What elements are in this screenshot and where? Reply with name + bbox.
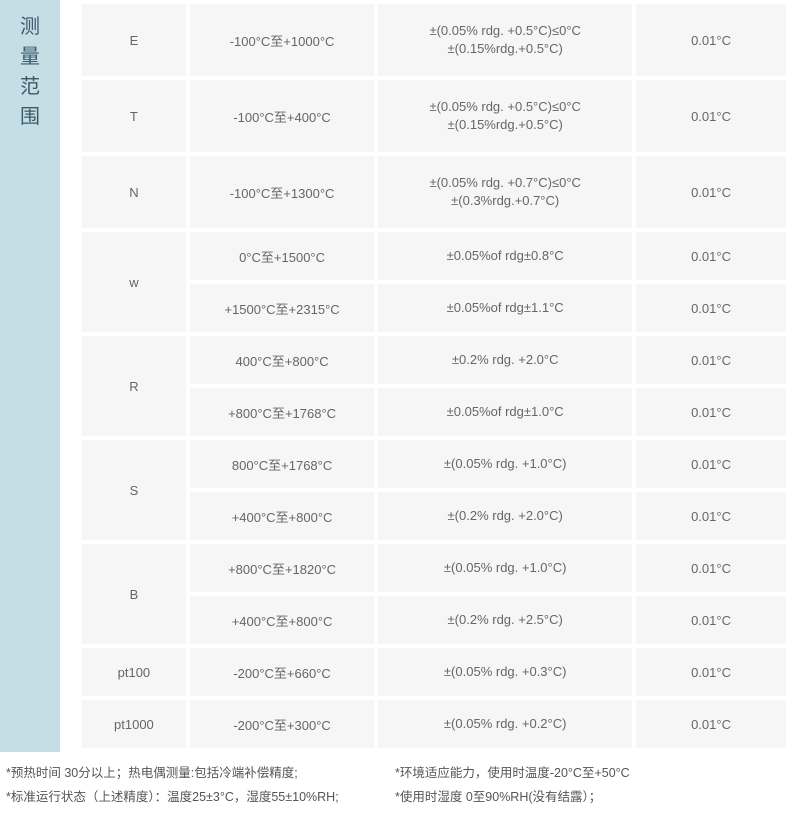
cell-res: 0.01°C	[636, 284, 786, 332]
accuracy-l1: ±(0.05% rdg. +0.5°C)≤0°C	[384, 98, 626, 116]
cell-sensor: S	[82, 440, 186, 540]
cell-sensor: B	[82, 544, 186, 644]
cell-accuracy: ±0.05%of rdg±1.1°C	[378, 284, 632, 332]
notes-right: *环境适应能力，使用时温度-20°C至+50°C *使用时湿度 0至90%RH(…	[395, 762, 784, 810]
cell-range: +400°C至+800°C	[190, 596, 375, 644]
cell-accuracy: ±(0.2% rdg. +2.5°C)	[378, 596, 632, 644]
side-label: 测 量 范 围	[0, 0, 60, 752]
table-row: B +800°C至+1820°C ±(0.05% rdg. +1.0°C) 0.…	[82, 544, 786, 592]
cell-range: 0°C至+1500°C	[190, 232, 375, 280]
footnotes: *预热时间 30分以上；热电偶测量:包括冷端补偿精度; *标准运行状态（上述精度…	[0, 752, 790, 816]
cell-res: 0.01°C	[636, 700, 786, 748]
spec-table: E -100°C至+1000°C ±(0.05% rdg. +0.5°C)≤0°…	[78, 0, 790, 752]
note-line: *预热时间 30分以上；热电偶测量:包括冷端补偿精度;	[6, 762, 395, 786]
cell-range: 400°C至+800°C	[190, 336, 375, 384]
cell-sensor: E	[82, 4, 186, 76]
cell-res: 0.01°C	[636, 648, 786, 696]
cell-res: 0.01°C	[636, 388, 786, 436]
table-row: E -100°C至+1000°C ±(0.05% rdg. +0.5°C)≤0°…	[82, 4, 786, 76]
cell-res: 0.01°C	[636, 596, 786, 644]
cell-res: 0.01°C	[636, 492, 786, 540]
table-row: w 0°C至+1500°C ±0.05%of rdg±0.8°C 0.01°C	[82, 232, 786, 280]
cell-accuracy: ±0.05%of rdg±1.0°C	[378, 388, 632, 436]
cell-accuracy: ±0.05%of rdg±0.8°C	[378, 232, 632, 280]
cell-range: 800°C至+1768°C	[190, 440, 375, 488]
cell-res: 0.01°C	[636, 336, 786, 384]
table-row: +400°C至+800°C ±(0.2% rdg. +2.0°C) 0.01°C	[82, 492, 786, 540]
cell-range: -200°C至+660°C	[190, 648, 375, 696]
cell-range: -100°C至+400°C	[190, 80, 375, 152]
cell-range: +1500°C至+2315°C	[190, 284, 375, 332]
table-row: S 800°C至+1768°C ±(0.05% rdg. +1.0°C) 0.0…	[82, 440, 786, 488]
cell-accuracy: ±(0.05% rdg. +0.5°C)≤0°C ±(0.15%rdg.+0.5…	[378, 80, 632, 152]
main-container: 测 量 范 围 E -100°C至+1000°C ±(0.05% rdg. +0…	[0, 0, 790, 752]
table-row: +800°C至+1768°C ±0.05%of rdg±1.0°C 0.01°C	[82, 388, 786, 436]
cell-res: 0.01°C	[636, 4, 786, 76]
cell-sensor: pt100	[82, 648, 186, 696]
cell-range: +800°C至+1768°C	[190, 388, 375, 436]
table-row: +1500°C至+2315°C ±0.05%of rdg±1.1°C 0.01°…	[82, 284, 786, 332]
cell-accuracy: ±(0.05% rdg. +0.2°C)	[378, 700, 632, 748]
cell-range: +400°C至+800°C	[190, 492, 375, 540]
cell-res: 0.01°C	[636, 232, 786, 280]
accuracy-l1: ±(0.05% rdg. +0.5°C)≤0°C	[384, 22, 626, 40]
cell-accuracy: ±0.2% rdg. +2.0°C	[378, 336, 632, 384]
side-char-4: 围	[20, 102, 40, 132]
cell-res: 0.01°C	[636, 80, 786, 152]
side-char-3: 范	[20, 72, 40, 102]
cell-sensor: T	[82, 80, 186, 152]
cell-range: +800°C至+1820°C	[190, 544, 375, 592]
cell-range: -100°C至+1000°C	[190, 4, 375, 76]
cell-res: 0.01°C	[636, 156, 786, 228]
table-row: N -100°C至+1300°C ±(0.05% rdg. +0.7°C)≤0°…	[82, 156, 786, 228]
cell-sensor: w	[82, 232, 186, 332]
accuracy-l1: ±(0.05% rdg. +0.7°C)≤0°C	[384, 174, 626, 192]
side-char-2: 量	[20, 42, 40, 72]
note-line: *标准运行状态（上述精度）：温度25±3°C，湿度55±10%RH;	[6, 786, 395, 810]
accuracy-l2: ±(0.15%rdg.+0.5°C)	[384, 116, 626, 134]
cell-sensor: N	[82, 156, 186, 228]
side-char-1: 测	[20, 12, 40, 42]
table-wrap: E -100°C至+1000°C ±(0.05% rdg. +0.5°C)≤0°…	[60, 0, 790, 752]
cell-accuracy: ±(0.05% rdg. +1.0°C)	[378, 440, 632, 488]
cell-range: -100°C至+1300°C	[190, 156, 375, 228]
notes-left: *预热时间 30分以上；热电偶测量:包括冷端补偿精度; *标准运行状态（上述精度…	[6, 762, 395, 810]
cell-range: -200°C至+300°C	[190, 700, 375, 748]
cell-accuracy: ±(0.05% rdg. +0.7°C)≤0°C ±(0.3%rdg.+0.7°…	[378, 156, 632, 228]
table-row: pt1000 -200°C至+300°C ±(0.05% rdg. +0.2°C…	[82, 700, 786, 748]
cell-sensor: R	[82, 336, 186, 436]
cell-res: 0.01°C	[636, 544, 786, 592]
cell-accuracy: ±(0.05% rdg. +1.0°C)	[378, 544, 632, 592]
table-row: pt100 -200°C至+660°C ±(0.05% rdg. +0.3°C)…	[82, 648, 786, 696]
cell-accuracy: ±(0.2% rdg. +2.0°C)	[378, 492, 632, 540]
note-line: *使用时湿度 0至90%RH(没有结露）；	[395, 786, 784, 810]
accuracy-l2: ±(0.3%rdg.+0.7°C)	[384, 192, 626, 210]
note-line: *环境适应能力，使用时温度-20°C至+50°C	[395, 762, 784, 786]
accuracy-l2: ±(0.15%rdg.+0.5°C)	[384, 40, 626, 58]
cell-sensor: pt1000	[82, 700, 186, 748]
table-row: +400°C至+800°C ±(0.2% rdg. +2.5°C) 0.01°C	[82, 596, 786, 644]
table-row: R 400°C至+800°C ±0.2% rdg. +2.0°C 0.01°C	[82, 336, 786, 384]
table-row: T -100°C至+400°C ±(0.05% rdg. +0.5°C)≤0°C…	[82, 80, 786, 152]
cell-accuracy: ±(0.05% rdg. +0.5°C)≤0°C ±(0.15%rdg.+0.5…	[378, 4, 632, 76]
cell-res: 0.01°C	[636, 440, 786, 488]
cell-accuracy: ±(0.05% rdg. +0.3°C)	[378, 648, 632, 696]
